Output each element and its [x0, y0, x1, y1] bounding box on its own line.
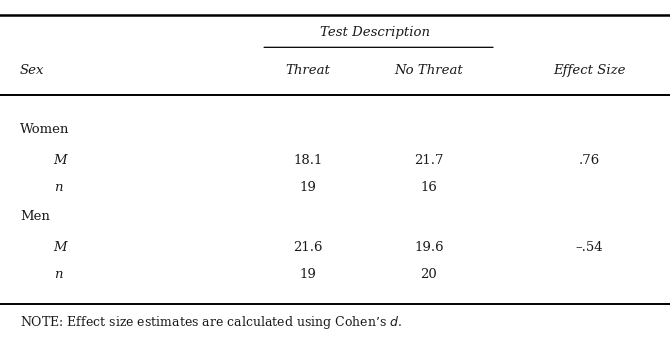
Text: 20: 20 [421, 268, 437, 281]
Text: 21.6: 21.6 [293, 241, 323, 254]
Text: M: M [54, 241, 67, 254]
Text: NOTE: Effect size estimates are calculated using Cohen’s $\it{d}$.: NOTE: Effect size estimates are calculat… [20, 314, 402, 331]
Text: 18.1: 18.1 [293, 154, 323, 167]
Text: Effect Size: Effect Size [553, 65, 626, 77]
Text: Test Description: Test Description [320, 26, 430, 39]
Text: Sex: Sex [20, 65, 45, 77]
Text: 19: 19 [299, 181, 317, 194]
Text: Men: Men [20, 210, 50, 223]
Text: M: M [54, 154, 67, 167]
Text: n: n [54, 181, 62, 194]
Text: 19: 19 [299, 268, 317, 281]
Text: 21.7: 21.7 [414, 154, 444, 167]
Text: Women: Women [20, 123, 70, 136]
Text: n: n [54, 268, 62, 281]
Text: Threat: Threat [286, 65, 330, 77]
Text: –.54: –.54 [576, 241, 604, 254]
Text: No Threat: No Threat [395, 65, 463, 77]
Text: 19.6: 19.6 [414, 241, 444, 254]
Text: .76: .76 [579, 154, 600, 167]
Text: 16: 16 [420, 181, 438, 194]
